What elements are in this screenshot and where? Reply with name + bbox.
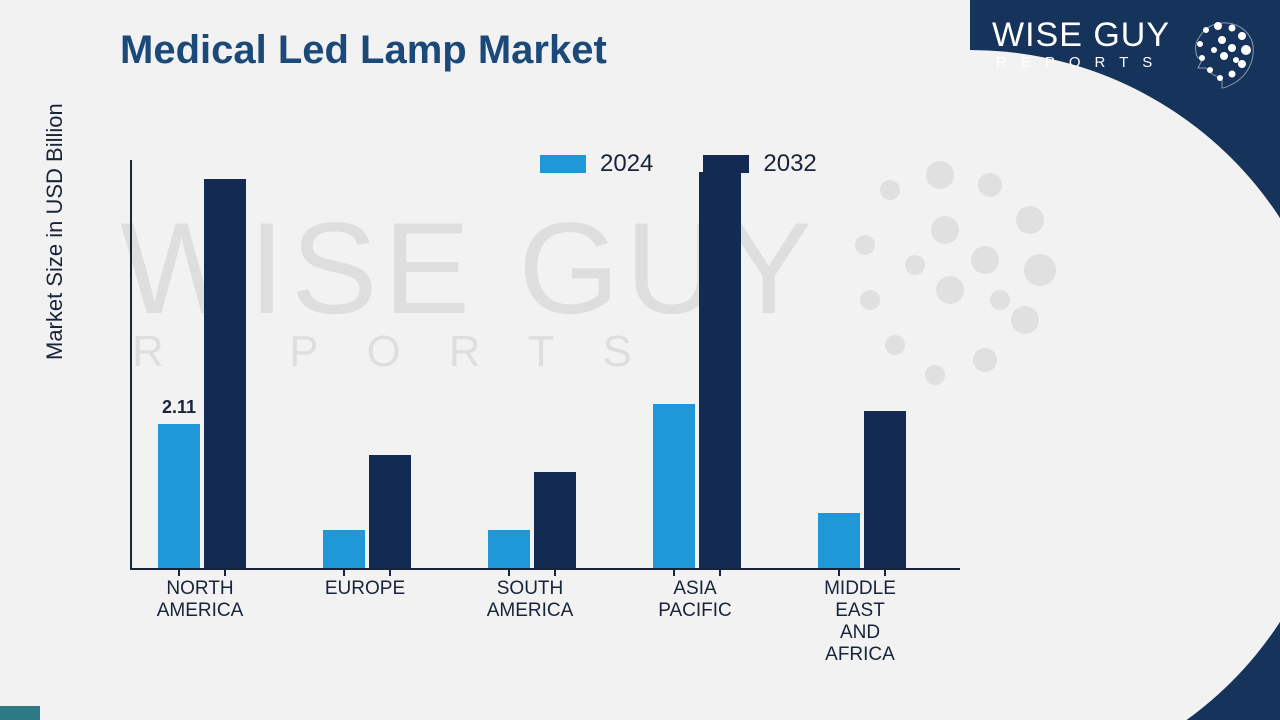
bottom-accent-bar [0, 706, 40, 720]
x-tick [178, 568, 180, 576]
bar-2032-4 [864, 411, 906, 568]
x-label-1: EUROPE [295, 578, 435, 600]
chart-area: Market Size in USD Billion 2.11 NORTHAME… [100, 160, 960, 680]
brand-head-icon [1192, 20, 1256, 90]
x-label-4: MIDDLEEASTANDAFRICA [790, 578, 930, 665]
y-axis-label: Market Size in USD Billion [42, 103, 68, 360]
bar-2024-1 [323, 530, 365, 568]
bar-2024-3 [653, 404, 695, 568]
bar-2024-4 [818, 513, 860, 568]
chart-canvas: WISE GUY REPORTS Medical Led Lamp Market… [0, 0, 1280, 720]
brand-logo: WISE GUY REPORTS [992, 18, 1252, 71]
bar-2032-2 [534, 472, 576, 568]
x-tick [224, 568, 226, 576]
x-tick [884, 568, 886, 576]
bar-2032-3 [699, 172, 741, 568]
x-label-0: NORTHAMERICA [130, 578, 270, 622]
x-label-3: ASIAPACIFIC [625, 578, 765, 622]
bar-2032-0 [204, 179, 246, 569]
plot-area: 2.11 [130, 160, 960, 570]
x-tick [343, 568, 345, 576]
bar-2032-1 [369, 455, 411, 568]
x-tick [389, 568, 391, 576]
bar-2024-2 [488, 530, 530, 568]
x-tick [554, 568, 556, 576]
x-tick [838, 568, 840, 576]
x-tick [673, 568, 675, 576]
bar-2024-0 [158, 424, 200, 568]
x-label-2: SOUTHAMERICA [460, 578, 600, 622]
x-tick [508, 568, 510, 576]
value-label: 2.11 [162, 397, 196, 418]
chart-title: Medical Led Lamp Market [120, 28, 607, 73]
x-tick [719, 568, 721, 576]
